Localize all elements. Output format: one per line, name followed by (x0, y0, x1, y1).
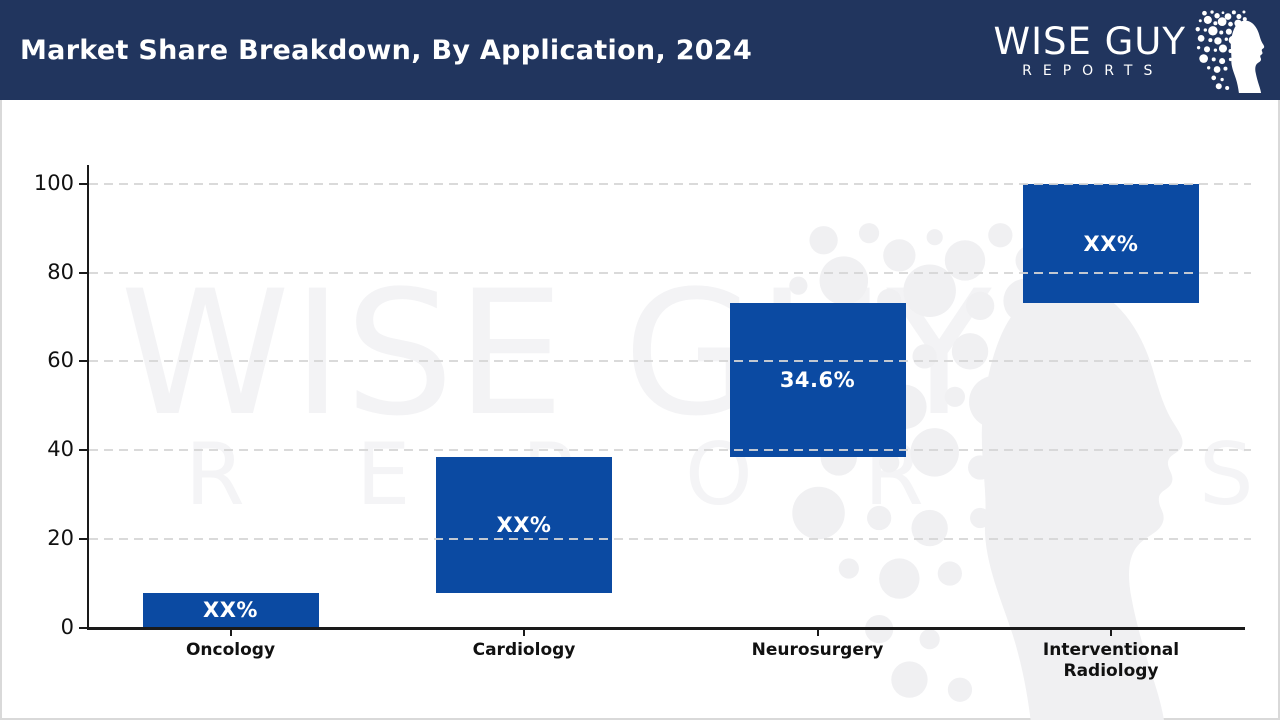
y-tick-label-0: 0 (60, 614, 74, 639)
bar-neurosurgery: 34.6% (729, 303, 906, 457)
gridline-40 (89, 449, 1251, 452)
y-tick-100 (79, 183, 87, 185)
y-tick-20 (79, 537, 87, 540)
bar-value-label: XX% (1083, 231, 1139, 256)
x-tick-3 (1110, 629, 1112, 636)
category-label-oncology: Oncology (185, 640, 276, 660)
y-tick-0 (79, 626, 87, 629)
bar-value-label: XX% (496, 513, 552, 538)
y-tick-label-80: 80 (47, 259, 74, 284)
wise-guy-reports-logo: WISE GUY REPORTS (994, 7, 1268, 95)
category-label-neurosurgery: Neurosurgery (751, 640, 884, 660)
category-label-cardiology: Cardiology (472, 640, 576, 660)
y-tick-label-60: 60 (47, 348, 74, 373)
header-bar: Market Share Breakdown, By Application, … (0, 0, 1280, 100)
gridline-100 (89, 183, 1251, 185)
page-title: Market Share Breakdown, By Application, … (20, 34, 753, 66)
gridline-20 (89, 537, 1251, 540)
bar-interventional-radiology: XX% (1023, 184, 1199, 304)
bar-cardiology: XX% (436, 456, 612, 594)
y-tick-label-100: 100 (33, 171, 74, 195)
y-tick-label-20: 20 (47, 525, 74, 550)
category-label-interventional-radiology: Interventional Radiology (1042, 640, 1180, 682)
x-tick-1 (523, 629, 525, 636)
gridline-80 (89, 271, 1251, 274)
bar-value-label: XX% (203, 598, 258, 623)
y-tick-80 (79, 271, 87, 274)
logo-head-profile-icon (1195, 10, 1265, 93)
y-tick-40 (79, 449, 87, 452)
y-tick-60 (79, 360, 87, 363)
logo-wordmark: WISE GUY (993, 20, 1186, 64)
logo-text: WISE GUY REPORTS (993, 20, 1186, 79)
bar-oncology: XX% (142, 593, 319, 628)
x-tick-0 (229, 629, 232, 636)
gridline-60 (89, 360, 1251, 363)
y-axis-line (87, 165, 89, 629)
logo-subtitle: REPORTS (1022, 62, 1164, 79)
x-tick-2 (816, 629, 819, 636)
x-axis-line (87, 627, 1245, 630)
y-tick-label-40: 40 (47, 437, 74, 462)
bar-value-label: 34.6% (779, 368, 856, 393)
